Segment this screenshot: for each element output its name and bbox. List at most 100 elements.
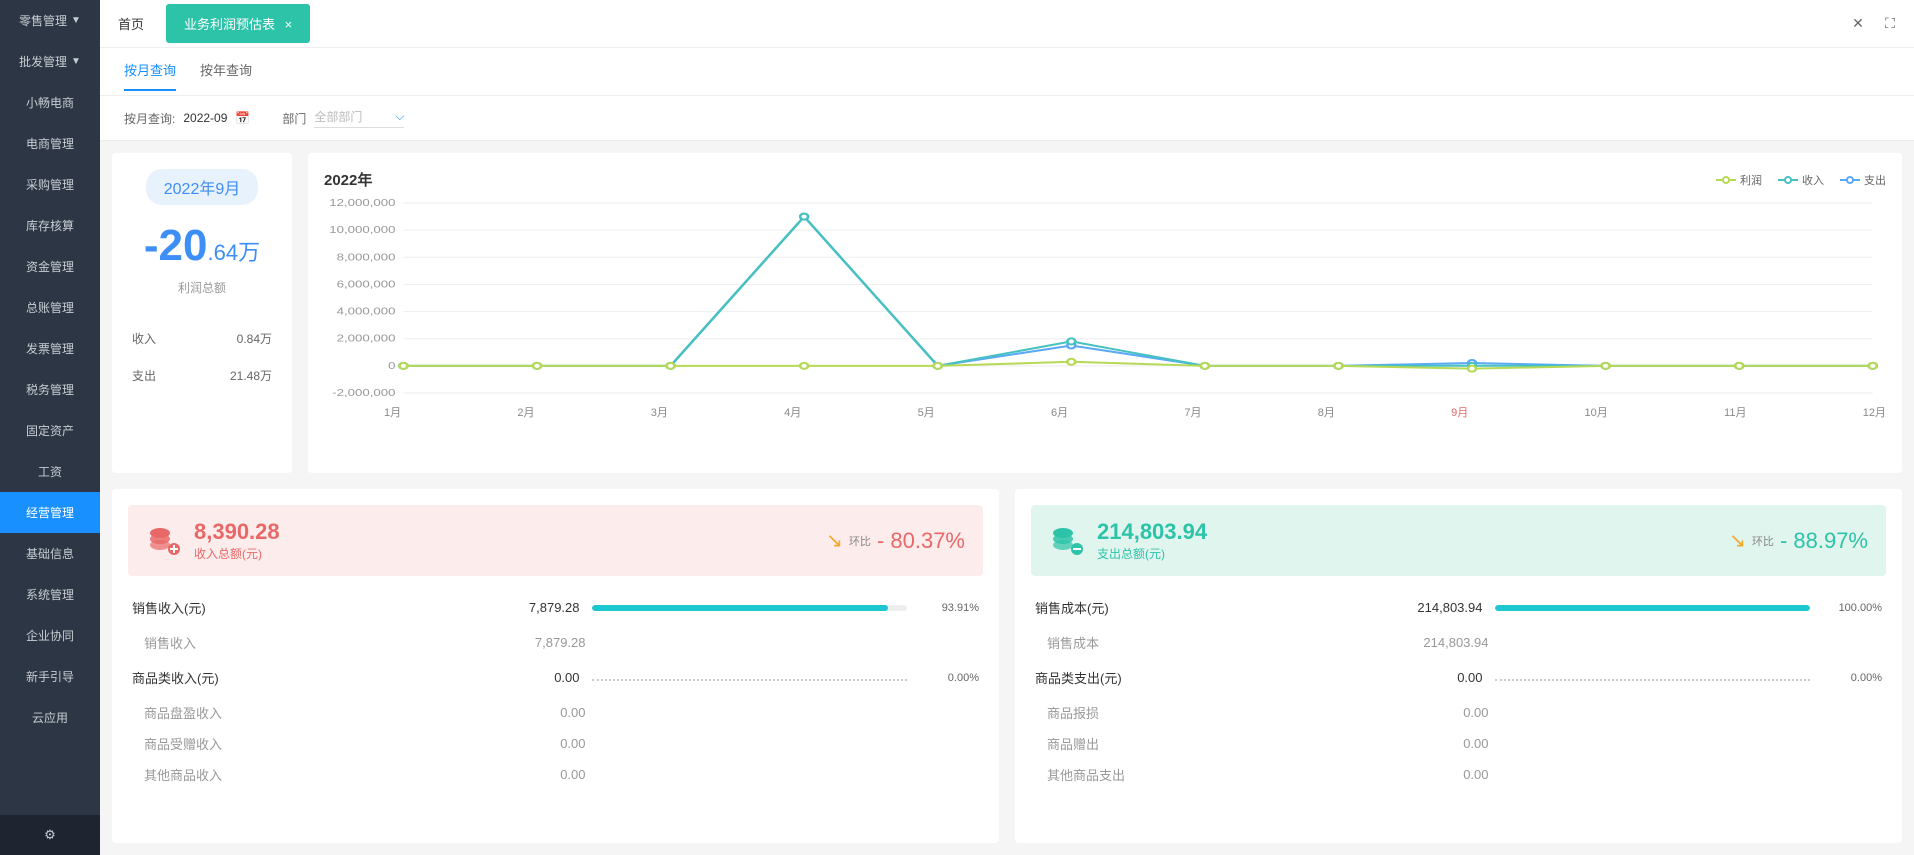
sidebar-item-label: 小畅电商: [26, 94, 74, 111]
svg-text:-2,000,000: -2,000,000: [332, 387, 396, 398]
sidebar-item-3[interactable]: 电商管理: [0, 123, 100, 164]
fullscreen-icon[interactable]: ⛶: [1878, 12, 1902, 36]
income-row-value: 0.00: [466, 736, 586, 751]
kpi-card: 2022年9月 -20 .64万 利润总额 收入 0.84万 支出 21.48万: [112, 153, 292, 473]
income-amount: 8,390.28: [194, 519, 814, 545]
legend-label: 收入: [1802, 172, 1824, 188]
expense-trend-label: 环比: [1752, 533, 1774, 549]
income-row: 商品类收入(元)0.000.00%: [128, 658, 983, 697]
sidebar-item-9[interactable]: 税务管理: [0, 369, 100, 410]
income-row-value: 0.00: [466, 705, 586, 720]
sidebar-item-11[interactable]: 工资: [0, 451, 100, 492]
legend-item-income[interactable]: 收入: [1778, 172, 1824, 188]
trend-down-icon: ↘: [826, 528, 843, 553]
sidebar-item-4[interactable]: 采购管理: [0, 164, 100, 205]
sidebar-item-2[interactable]: 小畅电商: [0, 82, 100, 123]
expense-amount: 214,803.94: [1097, 519, 1717, 545]
chevron-down-icon: ⌵: [395, 109, 404, 124]
income-row-label: 商品盘盈收入: [144, 703, 454, 722]
sidebar-item-label: 系统管理: [26, 586, 74, 603]
sidebar-item-0[interactable]: 零售管理▼: [0, 0, 100, 41]
x-axis-label: 9月: [1451, 404, 1468, 420]
close-icon[interactable]: ×: [285, 17, 293, 32]
tab-profit-report[interactable]: 业务利润预估表 ×: [166, 4, 310, 43]
income-row-value: 7,879.28: [460, 600, 580, 615]
expense-row: 其他商品支出0.00: [1031, 759, 1886, 790]
sidebar-item-1[interactable]: 批发管理▼: [0, 41, 100, 82]
income-row-value: 0.00: [466, 767, 586, 782]
close-panel-icon[interactable]: ✕: [1846, 12, 1870, 36]
expense-summary-card: 214,803.94 支出总额(元) ↘ 环比 - 88.97% 销售成本(元)…: [1015, 489, 1902, 843]
main-area: 首页 业务利润预估表 × ✕ ⛶ 按月查询 按年查询 按月查询: 2022-09…: [100, 0, 1914, 855]
expense-row-label: 其他商品支出: [1047, 765, 1357, 784]
income-row-label: 销售收入: [144, 633, 454, 652]
kpi-expense-value: 21.48万: [230, 367, 272, 384]
income-trend-label: 环比: [849, 533, 871, 549]
expense-row: 商品赠出0.00: [1031, 728, 1886, 759]
sidebar-item-14[interactable]: 系统管理: [0, 574, 100, 615]
chevron-down-icon: ▼: [71, 15, 81, 26]
income-row-pct: 93.91%: [919, 602, 979, 614]
subtab-monthly[interactable]: 按月查询: [124, 60, 176, 91]
sidebar-item-10[interactable]: 固定资产: [0, 410, 100, 451]
sidebar-item-13[interactable]: 基础信息: [0, 533, 100, 574]
sidebar-item-label: 新手引导: [26, 668, 74, 685]
expense-row-value: 0.00: [1363, 670, 1483, 685]
sidebar: 零售管理▼批发管理▼小畅电商电商管理采购管理库存核算资金管理总账管理发票管理税务…: [0, 0, 100, 855]
expense-row: 商品类支出(元)0.000.00%: [1031, 658, 1886, 697]
legend-marker-icon: [1840, 175, 1860, 185]
x-axis-label: 8月: [1318, 404, 1335, 420]
subtab-yearly[interactable]: 按年查询: [200, 60, 252, 91]
expense-row: 销售成本(元)214,803.94100.00%: [1031, 588, 1886, 627]
legend-marker-icon: [1778, 175, 1798, 185]
kpi-value: -20 .64万: [144, 221, 260, 271]
sidebar-item-label: 批发管理: [19, 53, 67, 70]
expense-sub: 支出总额(元): [1097, 545, 1717, 562]
settings-gear-icon[interactable]: ⚙: [0, 815, 100, 855]
tab-label: 业务利润预估表: [184, 17, 275, 32]
income-row-value: 0.00: [460, 670, 580, 685]
tab-bar: 首页 业务利润预估表 × ✕ ⛶: [100, 0, 1914, 48]
x-axis-label: 7月: [1184, 404, 1201, 420]
calendar-icon[interactable]: 📅: [235, 111, 250, 125]
sidebar-item-16[interactable]: 新手引导: [0, 656, 100, 697]
kpi-value-main: -20: [144, 221, 208, 271]
kpi-label: 利润总额: [178, 279, 226, 296]
income-row: 商品受赠收入0.00: [128, 728, 983, 759]
sidebar-item-label: 工资: [38, 463, 62, 480]
expense-row-pct: 0.00%: [1822, 672, 1882, 684]
chart-legend: 利润 收入 支出: [1716, 172, 1886, 188]
income-banner: 8,390.28 收入总额(元) ↘ 环比 - 80.37%: [128, 505, 983, 576]
legend-label: 支出: [1864, 172, 1886, 188]
income-row: 其他商品收入 0.00: [128, 759, 983, 790]
kpi-value-suffix: .64万: [208, 235, 261, 267]
income-row-value: 7,879.28: [466, 635, 586, 650]
legend-item-profit[interactable]: 利润: [1716, 172, 1762, 188]
legend-label: 利润: [1740, 172, 1762, 188]
sidebar-item-label: 企业协同: [26, 627, 74, 644]
income-row: 销售收入 7,879.28: [128, 627, 983, 658]
sidebar-item-5[interactable]: 库存核算: [0, 205, 100, 246]
sidebar-item-17[interactable]: 云应用: [0, 697, 100, 738]
x-axis-label: 4月: [784, 404, 801, 420]
legend-marker-icon: [1716, 175, 1736, 185]
income-row-label: 其他商品收入: [144, 765, 454, 784]
chart-x-axis: 1月2月3月4月5月6月7月8月9月10月11月12月: [324, 398, 1886, 420]
sidebar-item-12[interactable]: 经营管理: [0, 492, 100, 533]
income-coins-icon: [146, 523, 182, 559]
x-axis-label: 3月: [651, 404, 668, 420]
dept-dropdown[interactable]: 全部部门 ⌵: [314, 108, 404, 128]
tab-home[interactable]: 首页: [100, 4, 162, 43]
sidebar-item-label: 库存核算: [26, 217, 74, 234]
sidebar-item-6[interactable]: 资金管理: [0, 246, 100, 287]
sidebar-item-7[interactable]: 总账管理: [0, 287, 100, 328]
progress-bar: [592, 675, 908, 681]
progress-bar: [592, 605, 908, 611]
expense-row-label: 商品报损: [1047, 703, 1357, 722]
sidebar-item-8[interactable]: 发票管理: [0, 328, 100, 369]
expense-row-value: 214,803.94: [1363, 600, 1483, 615]
legend-item-expense[interactable]: 支出: [1840, 172, 1886, 188]
expense-row-value: 0.00: [1369, 705, 1489, 720]
sidebar-item-15[interactable]: 企业协同: [0, 615, 100, 656]
month-filter-value[interactable]: 2022-09: [183, 111, 227, 125]
